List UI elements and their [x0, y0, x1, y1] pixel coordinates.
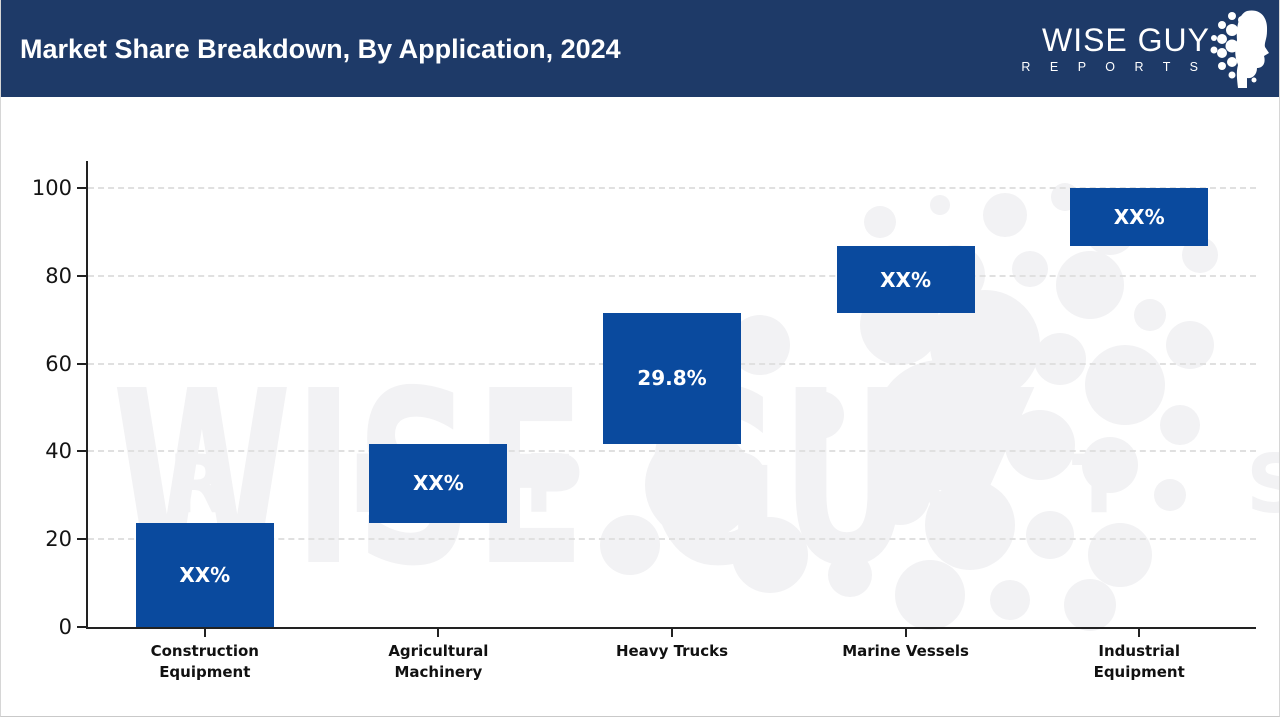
brand-logo-subtitle: R E P O R T S [1021, 60, 1206, 74]
bar: XX% [135, 522, 274, 627]
gridline [88, 274, 1256, 277]
x-axis-tick [203, 628, 206, 637]
bar-value-label: 29.8% [637, 366, 707, 391]
y-tick-label: 60 [45, 351, 72, 376]
x-axis-tick [1138, 628, 1141, 637]
y-axis-tick [77, 362, 86, 365]
brand-face-icon [1210, 10, 1269, 89]
x-axis-tick [671, 628, 673, 637]
bar-value-label: XX% [880, 267, 932, 292]
bar: XX% [369, 443, 508, 523]
y-tick-label: 40 [45, 439, 72, 464]
page-title: Market Share Breakdown, By Application, … [20, 34, 621, 64]
x-tick-label: Construction Equipment [150, 642, 259, 681]
y-axis-tick [77, 274, 86, 277]
x-tick-label: Industrial Equipment [1093, 642, 1185, 681]
x-axis-tick [904, 628, 907, 637]
x-axis-tick [437, 628, 440, 637]
y-axis-tick [77, 538, 86, 541]
gridline [88, 187, 1256, 189]
bar-value-label: XX% [179, 562, 231, 587]
y-tick-label: 80 [45, 263, 72, 288]
y-axis-tick [77, 626, 86, 628]
watermark-subtext: R E P O R T S [168, 438, 1280, 531]
brand-logo: WISE GUY R E P O R T S [1010, 0, 1280, 97]
bar: 29.8% [603, 312, 741, 444]
bar: XX% [1070, 188, 1209, 247]
x-tick-label: Heavy Trucks [615, 642, 729, 660]
brand-logo-name: WISE GUY [1041, 22, 1210, 58]
y-axis-line [86, 161, 88, 627]
y-tick-label: 20 [45, 527, 72, 552]
y-axis-tick [77, 187, 86, 189]
bar-value-label: XX% [412, 471, 464, 496]
x-tick-label: Marine Vessels [842, 642, 969, 660]
y-tick-label: 0 [58, 615, 72, 639]
bar-value-label: XX% [1113, 205, 1165, 230]
chart-plot-area: 0 20 40 60 80 100 XX% Construction Equipment XX%… [32, 161, 1256, 681]
gridline [88, 450, 1256, 453]
y-axis-tick [77, 450, 86, 453]
header: Market Share Breakdown, By Application, … [0, 0, 1280, 97]
y-tick-label: 100 [31, 176, 72, 200]
bar: XX% [836, 246, 975, 313]
gridline [88, 538, 1256, 541]
x-tick-label: Agricultural Machinery [388, 642, 489, 681]
